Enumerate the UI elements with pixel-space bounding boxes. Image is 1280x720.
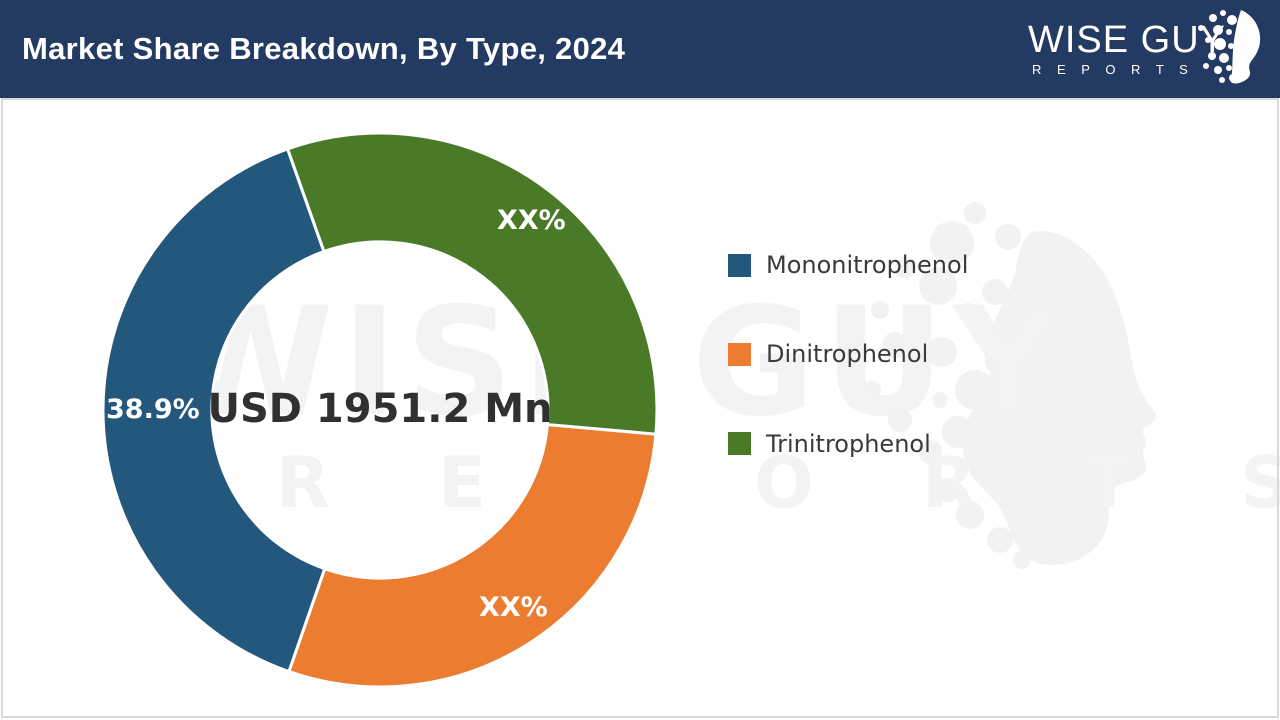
header-bar: Market Share Breakdown, By Type, 2024 WI…	[0, 0, 1280, 98]
logo-face-icon	[1198, 10, 1261, 84]
chart-legend: Mononitrophenol Dinitrophenol Trinitroph…	[728, 252, 968, 457]
logo-wordmark: WISE GUY	[1028, 19, 1226, 61]
page-title: Market Share Breakdown, By Type, 2024	[22, 31, 626, 66]
logo-subtitle: R E P O R T S	[1032, 62, 1194, 77]
wise-guy-reports-logo: WISE GUY R E P O R T S	[1028, 10, 1261, 84]
legend-item-mononitrophenol: Mononitrophenol	[728, 252, 968, 278]
legend-item-trinitrophenol: Trinitrophenol	[728, 429, 968, 458]
legend-swatch-blue	[728, 253, 751, 277]
value-label-mononitrophenol: 38.9%	[106, 394, 200, 425]
segment-dinitrophenol	[287, 423, 658, 689]
legend-swatch-green	[728, 432, 751, 456]
legend-swatch-orange	[728, 343, 751, 367]
legend-label: Mononitrophenol	[766, 251, 969, 279]
legend-item-dinitrophenol: Dinitrophenol	[728, 340, 968, 369]
watermark-subtitle: R E P O R T S	[276, 442, 1280, 524]
segment-mononitrophenol	[101, 147, 327, 674]
donut-chart	[101, 131, 659, 689]
value-label-dinitrophenol: XX%	[479, 592, 548, 623]
value-label-trinitrophenol: XX%	[497, 205, 566, 236]
legend-label: Dinitrophenol	[766, 340, 929, 369]
donut-center-total: USD 1951.2 Mn	[207, 386, 553, 432]
legend-label: Trinitrophenol	[766, 429, 931, 458]
segment-trinitrophenol	[286, 131, 659, 436]
